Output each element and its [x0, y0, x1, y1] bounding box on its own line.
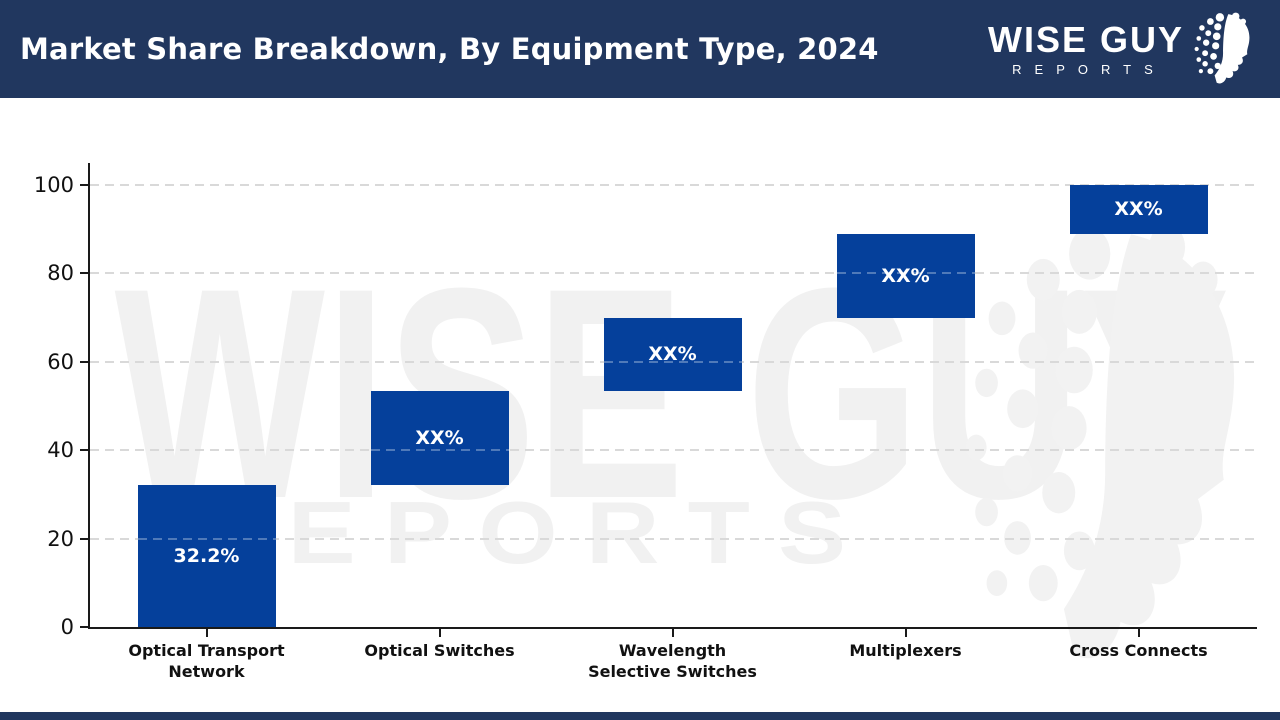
y-gridline-over-bar [370, 449, 509, 452]
x-tick-mark [438, 629, 441, 637]
x-tick-mark [671, 629, 674, 637]
x-tick-mark [205, 629, 208, 637]
bar-segment: XX% [836, 233, 975, 318]
bar-value-label: XX% [415, 426, 464, 449]
bar-value-label: XX% [648, 343, 697, 366]
x-category-label: Cross Connects [1069, 641, 1208, 660]
header-bar: Market Share Breakdown, By Equipment Typ… [0, 0, 1280, 98]
x-category-label: Wavelength Selective Switches [588, 641, 757, 681]
y-tick-label: 0 [60, 615, 74, 639]
bar-value-label: XX% [1114, 198, 1163, 221]
y-tick-mark [80, 184, 88, 186]
bar-value-label: XX% [881, 264, 930, 287]
y-tick-mark [80, 626, 88, 628]
x-tick-mark [904, 629, 907, 637]
brand-logo: WISE GUY REPORTS [988, 11, 1256, 87]
y-tick-mark [80, 272, 88, 275]
y-tick-mark [80, 537, 88, 540]
y-tick-mark [80, 360, 88, 363]
y-gridline-over-bar [137, 537, 276, 540]
y-tick-label: 40 [47, 438, 74, 463]
y-gridline-over-bar [603, 360, 742, 363]
y-gridline [90, 272, 1255, 275]
y-gridline [90, 449, 1255, 452]
x-category-label: Multiplexers [849, 641, 962, 660]
bar-value-label: 32.2% [173, 544, 240, 567]
bar-segment: XX% [1069, 185, 1208, 234]
y-axis-line [88, 163, 90, 629]
brand-subtitle: REPORTS [1012, 62, 1166, 77]
y-tick-label: 100 [33, 173, 74, 197]
footer-bar [0, 712, 1280, 720]
bar-segment: XX% [370, 390, 509, 485]
bar-segment: 32.2% [137, 484, 276, 627]
y-tick-label: 20 [47, 526, 74, 551]
y-gridline-over-bar [836, 272, 975, 275]
x-category-label: Optical Switches [364, 641, 515, 660]
y-gridline [90, 184, 1255, 186]
bar-segment: XX% [603, 317, 742, 391]
chart-title: Market Share Breakdown, By Equipment Typ… [20, 32, 879, 66]
y-tick-mark [80, 449, 88, 452]
x-axis-line [88, 627, 1257, 629]
y-tick-label: 80 [47, 261, 74, 286]
x-tick-mark [1137, 629, 1140, 637]
x-category-label: Optical Transport Network [128, 641, 285, 681]
y-gridline [90, 537, 1255, 540]
y-tick-label: 60 [47, 349, 74, 374]
brand-name: WISE GUY [987, 19, 1184, 60]
